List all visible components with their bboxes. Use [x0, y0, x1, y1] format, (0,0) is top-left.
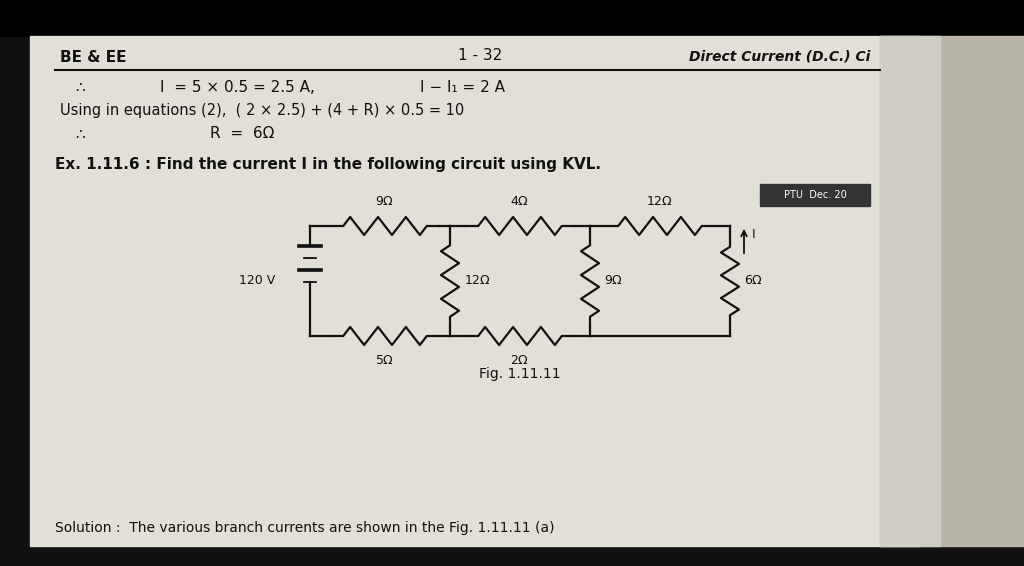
Text: Using in equations (2),  ( 2 × 2.5) + (4 + R) × 0.5 = 10: Using in equations (2), ( 2 × 2.5) + (4 … [60, 102, 464, 118]
Text: Ex. 1.11.6 : Find the current I in the following circuit using KVL.: Ex. 1.11.6 : Find the current I in the f… [55, 157, 601, 171]
Text: ∴: ∴ [75, 79, 85, 95]
Text: 9$\Omega$: 9$\Omega$ [376, 195, 394, 208]
Text: 1 - 32: 1 - 32 [458, 49, 502, 63]
Text: 9$\Omega$: 9$\Omega$ [604, 275, 623, 288]
Text: Direct Current (D.C.) Ci: Direct Current (D.C.) Ci [688, 49, 870, 63]
Text: 5$\Omega$: 5$\Omega$ [376, 354, 394, 367]
Text: Solution :  The various branch currents are shown in the Fig. 1.11.11 (a): Solution : The various branch currents a… [55, 521, 555, 535]
Text: PTU  Dec. 20: PTU Dec. 20 [783, 190, 847, 200]
Text: I − I₁ = 2 A: I − I₁ = 2 A [420, 79, 505, 95]
Text: 12$\Omega$: 12$\Omega$ [646, 195, 674, 208]
Text: I: I [752, 228, 756, 241]
Text: ∴: ∴ [75, 126, 85, 142]
Text: 120 V: 120 V [239, 275, 275, 288]
Text: Fig. 1.11.11: Fig. 1.11.11 [479, 367, 561, 381]
Bar [30, 36, 920, 546]
Text: 2$\Omega$: 2$\Omega$ [510, 354, 529, 367]
Text: I  = 5 × 0.5 = 2.5 A,: I = 5 × 0.5 = 2.5 A, [160, 79, 314, 95]
Bar [0, 0, 1024, 36]
Text: R  =  6Ω: R = 6Ω [210, 126, 274, 142]
Text: 4$\Omega$: 4$\Omega$ [510, 195, 529, 208]
Text: 12$\Omega$: 12$\Omega$ [464, 275, 492, 288]
Text: 6$\Omega$: 6$\Omega$ [744, 275, 763, 288]
Bar [760, 184, 870, 206]
Text: BE & EE: BE & EE [60, 50, 127, 66]
Bar [880, 36, 1024, 546]
Bar [880, 36, 940, 546]
